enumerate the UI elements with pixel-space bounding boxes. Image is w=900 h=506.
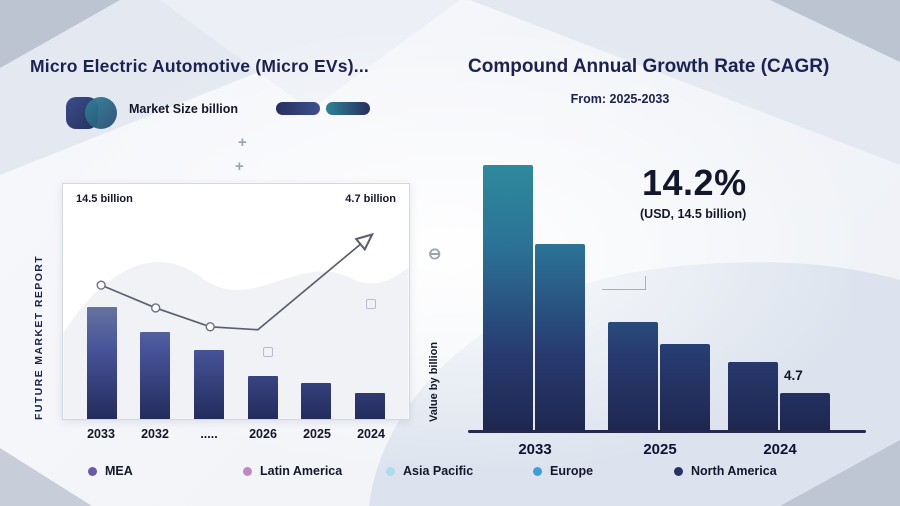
legend-item-europe: Europe xyxy=(533,464,593,478)
cagr-bar-2025-series2 xyxy=(660,344,710,430)
market-bar-2024 xyxy=(355,393,386,419)
legend-label: North America xyxy=(691,464,777,478)
market-bar-2026 xyxy=(247,376,278,419)
cagr-bar-2033-series2 xyxy=(535,244,585,430)
legend-item-mea: MEA xyxy=(88,464,133,478)
legend-marker-icon xyxy=(88,466,97,476)
cagr-title: Compound Annual Growth Rate (CAGR) xyxy=(468,56,830,77)
market-x-labels: 2033 2032..... 2026 2025 2024 xyxy=(62,427,410,441)
icon-circle-teal xyxy=(85,97,117,129)
plus-icon: + xyxy=(238,134,247,151)
cagr-bar-2025-series1 xyxy=(608,322,658,430)
cagr-x-label-2025: 2025 xyxy=(643,441,677,458)
cagr-chart: 2033 2025 2024 4.7 xyxy=(468,158,868,478)
legend-label: Asia Pacific xyxy=(403,464,474,478)
cagr-value: 14.2% xyxy=(642,162,747,203)
annotation-4-7: 4.7 xyxy=(784,368,803,383)
legend-pill-teal xyxy=(326,102,370,115)
plus-icon: + xyxy=(235,158,244,175)
market-title: Micro Electric Automotive (Micro EVs)... xyxy=(30,56,369,76)
cagr-x-label-2024: 2024 xyxy=(763,441,797,458)
legend-label: Europe xyxy=(550,464,594,478)
circle-minus-icon: ⊖ xyxy=(428,246,442,263)
legend-marker-icon xyxy=(243,466,252,476)
market-size-icon xyxy=(66,94,120,132)
market-size-legend-label: Market Size billion xyxy=(129,102,239,116)
market-x-label: 2032 xyxy=(141,427,169,441)
cagr-bar-2033-series1 xyxy=(483,165,533,430)
cagr-bar-2024-series2 xyxy=(780,393,830,430)
legend-item-latin-america: Latin America xyxy=(243,464,342,478)
legend-marker-icon xyxy=(674,466,683,476)
value-axis-label: Value by billion xyxy=(428,341,440,422)
x-axis-line xyxy=(468,430,866,433)
legend-label: Latin America xyxy=(260,464,343,478)
cagr-note: (USD, 14.5 billion) xyxy=(640,207,747,221)
cagr-x-label-2033: 2033 xyxy=(518,441,552,458)
market-bar- xyxy=(194,350,225,419)
bracket-decoration xyxy=(602,276,646,290)
legend-item-asia-pacific: Asia Pacific xyxy=(386,464,473,478)
market-x-label: 2033 xyxy=(87,427,115,441)
legend-item-north-america: North America xyxy=(674,464,777,478)
market-bar-2032 xyxy=(140,332,171,419)
market-x-label: 2025 xyxy=(303,427,331,441)
square-decoration xyxy=(366,299,376,309)
value-label-2024: 4.7 billion xyxy=(345,193,396,205)
side-watermark: FUTURE MARKET REPORT xyxy=(33,254,45,420)
square-decoration xyxy=(263,347,273,357)
cagr-subtitle: From: 2025-2033 xyxy=(570,92,670,106)
value-label-2033: 14.5 billion xyxy=(76,193,133,205)
market-x-label: ..... xyxy=(200,427,218,441)
market-size-chart: 14.5 billion 4.7 billion xyxy=(62,183,410,420)
market-bar-2025 xyxy=(301,383,332,419)
legend-label: MEA xyxy=(105,464,133,478)
legend-pill-navy xyxy=(276,102,320,115)
legend-marker-icon xyxy=(386,466,395,476)
market-x-label: 2024 xyxy=(357,427,385,441)
market-bar-area xyxy=(63,184,409,419)
legend-marker-icon xyxy=(533,466,542,476)
cagr-bar-2024-series1 xyxy=(728,362,778,430)
market-bar-2033 xyxy=(86,307,117,419)
bottom-legend: MEA Latin America Asia Pacific Europe North … xyxy=(0,464,900,484)
market-x-label: 2026 xyxy=(249,427,277,441)
